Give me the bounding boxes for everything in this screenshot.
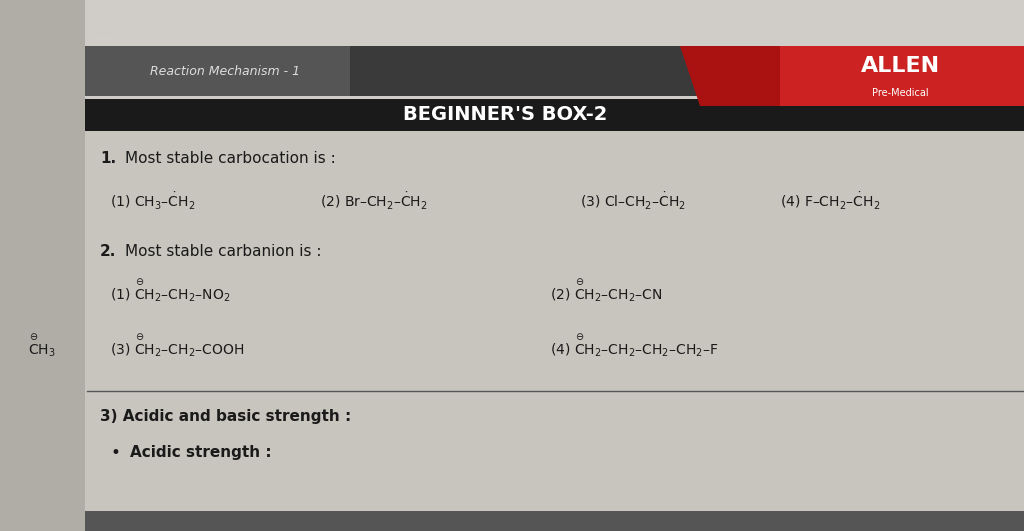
Text: Most stable carbanion is :: Most stable carbanion is : <box>125 244 322 259</box>
Text: Most stable carbocation is :: Most stable carbocation is : <box>125 151 336 167</box>
Text: (4) F–CH$_2$–$\dot{\mathregular{C}}$H$_2$: (4) F–CH$_2$–$\dot{\mathregular{C}}$H$_2… <box>780 191 881 211</box>
Text: (2) Br–CH$_2$–$\dot{\mathregular{C}}$H$_2$: (2) Br–CH$_2$–$\dot{\mathregular{C}}$H$_… <box>319 191 427 211</box>
Bar <box>85 99 1024 131</box>
Text: •: • <box>110 444 120 462</box>
Text: (2) $\overset{\ominus}{\mathregular{C}}$H$_2$–CH$_2$–CN: (2) $\overset{\ominus}{\mathregular{C}}$… <box>550 278 663 304</box>
Text: BEGINNER'S BOX-2: BEGINNER'S BOX-2 <box>402 106 607 124</box>
Polygon shape <box>780 46 1024 106</box>
Text: (3) Cl–CH$_2$–$\dot{\mathregular{C}}$H$_2$: (3) Cl–CH$_2$–$\dot{\mathregular{C}}$H$_… <box>580 191 686 211</box>
Text: 3) Acidic and basic strength :: 3) Acidic and basic strength : <box>100 408 351 424</box>
Polygon shape <box>680 46 780 106</box>
Text: Pre-Medical: Pre-Medical <box>871 88 929 98</box>
Text: (3) $\overset{\ominus}{\mathregular{C}}$H$_2$–CH$_2$–COOH: (3) $\overset{\ominus}{\mathregular{C}}$… <box>110 332 244 359</box>
Bar <box>0 0 85 531</box>
Text: (1) CH$_3$–$\dot{\mathregular{C}}$H$_2$: (1) CH$_3$–$\dot{\mathregular{C}}$H$_2$ <box>110 191 196 211</box>
Text: (4) $\overset{\ominus}{\mathregular{C}}$H$_2$–CH$_2$–CH$_2$–CH$_2$–F: (4) $\overset{\ominus}{\mathregular{C}}$… <box>550 332 718 359</box>
Bar <box>85 131 1024 531</box>
Text: Reaction Mechanism - 1: Reaction Mechanism - 1 <box>150 65 300 78</box>
Bar <box>85 511 1024 531</box>
Text: 1.: 1. <box>100 151 116 167</box>
Text: n Mech...: n Mech... <box>88 28 132 38</box>
Text: $\overset{\ominus}{\mathregular{C}}$H$_3$: $\overset{\ominus}{\mathregular{C}}$H$_3… <box>29 332 56 359</box>
Text: (1) $\overset{\ominus}{\mathregular{C}}$H$_2$–CH$_2$–NO$_2$: (1) $\overset{\ominus}{\mathregular{C}}$… <box>110 278 230 304</box>
Polygon shape <box>85 46 1024 96</box>
Polygon shape <box>85 46 350 96</box>
Text: ALLEN: ALLEN <box>860 56 940 76</box>
Text: 2.: 2. <box>100 244 117 259</box>
Text: Acidic strength :: Acidic strength : <box>130 446 271 460</box>
